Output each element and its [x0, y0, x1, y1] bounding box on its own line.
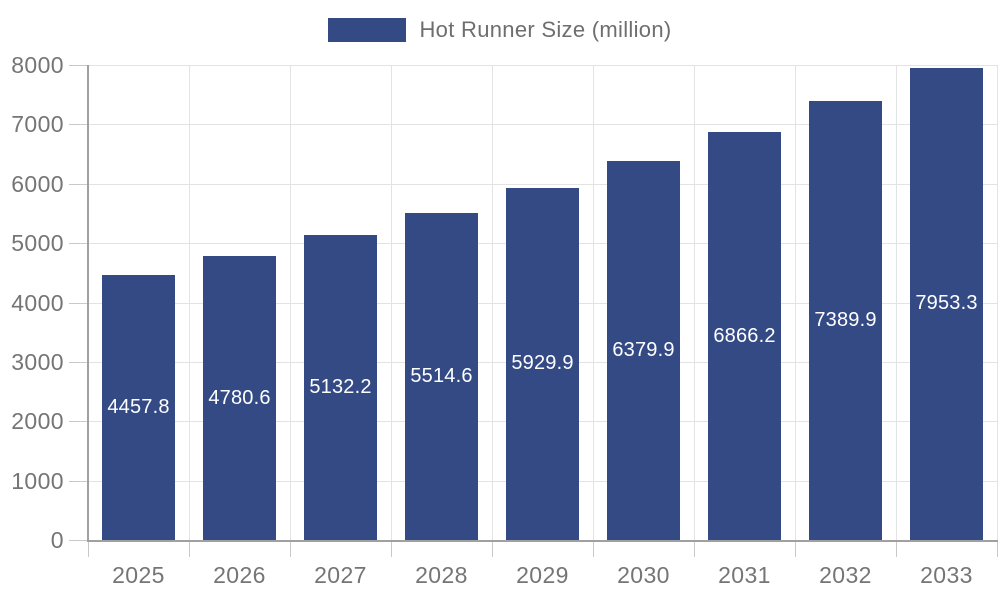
x-tick-label: 2028 — [415, 562, 468, 588]
y-axis-tick — [69, 421, 88, 423]
bar: 5132.2 — [304, 235, 377, 540]
y-tick-label: 5000 — [11, 230, 64, 257]
y-axis-tick — [69, 65, 88, 66]
x-axis-tick — [896, 540, 897, 557]
x-tick-label: 2029 — [516, 562, 569, 588]
gridline-vertical — [896, 65, 897, 540]
y-axis-tick — [69, 124, 88, 126]
bar-value-label: 5132.2 — [309, 376, 372, 399]
gridline-horizontal — [88, 65, 997, 66]
bar-value-label: 4457.8 — [107, 396, 170, 419]
x-axis-tick — [492, 540, 493, 557]
x-tick-label: 2027 — [314, 562, 367, 588]
x-axis-tick — [593, 540, 594, 557]
legend-label: Hot Runner Size (million) — [419, 17, 672, 42]
x-axis-tick — [694, 540, 695, 557]
y-tick-label: 3000 — [11, 348, 64, 375]
bar-value-label: 7389.9 — [814, 309, 877, 332]
x-axis-tick — [88, 540, 89, 557]
y-tick-label: 0 — [50, 527, 64, 553]
gridline-vertical — [189, 65, 190, 540]
y-axis-tick — [69, 183, 88, 185]
legend-swatch — [328, 18, 407, 42]
bar: 7389.9 — [809, 101, 882, 540]
y-axis-tick — [69, 243, 88, 245]
legend-item[interactable]: Hot Runner Size (million) — [0, 17, 1000, 43]
x-tick-label: 2032 — [819, 562, 872, 588]
gridline-vertical — [593, 65, 594, 540]
x-axis-tick — [997, 540, 998, 557]
gridline-vertical — [391, 65, 392, 540]
x-tick-label: 2033 — [920, 562, 973, 588]
y-axis-tick — [69, 480, 88, 482]
gridline-vertical — [997, 65, 998, 540]
x-axis-tick — [290, 540, 291, 557]
gridline-vertical — [492, 65, 493, 540]
x-tick-label: 2025 — [112, 562, 165, 588]
x-tick-label: 2031 — [718, 562, 771, 588]
gridline-horizontal — [88, 183, 997, 185]
x-tick-label: 2026 — [213, 562, 266, 588]
bar: 6379.9 — [607, 161, 680, 540]
x-axis-line — [87, 540, 998, 542]
y-tick-label: 4000 — [11, 289, 64, 316]
bar: 7953.3 — [910, 67, 983, 540]
y-tick-label: 8000 — [11, 52, 64, 78]
gridline-vertical — [795, 65, 796, 540]
y-axis-tick — [69, 302, 88, 304]
y-tick-label: 1000 — [11, 467, 64, 494]
bar-value-label: 6379.9 — [612, 339, 675, 362]
y-tick-label: 7000 — [11, 111, 64, 138]
bar: 4780.6 — [203, 256, 276, 540]
x-axis-tick — [795, 540, 796, 557]
bar-value-label: 7953.3 — [915, 292, 978, 315]
gridline-horizontal — [88, 124, 997, 126]
bar: 4457.8 — [102, 275, 175, 540]
y-axis-tick — [69, 361, 88, 363]
bar: 6866.2 — [708, 132, 781, 540]
bar: 5929.9 — [506, 187, 579, 540]
bar-value-label: 4780.6 — [208, 386, 271, 409]
y-axis-line — [87, 65, 89, 541]
bar-value-label: 6866.2 — [713, 324, 776, 347]
gridline-vertical — [290, 65, 291, 540]
bar-value-label: 5929.9 — [511, 352, 574, 375]
bar: 5514.6 — [405, 212, 478, 540]
y-tick-label: 2000 — [11, 408, 64, 435]
x-axis-tick — [189, 540, 190, 557]
y-tick-label: 6000 — [11, 170, 64, 197]
y-axis-tick — [69, 540, 88, 541]
gridline-vertical — [694, 65, 695, 540]
bar-value-label: 5514.6 — [410, 364, 473, 387]
x-axis-tick — [391, 540, 392, 557]
x-tick-label: 2030 — [617, 562, 670, 588]
